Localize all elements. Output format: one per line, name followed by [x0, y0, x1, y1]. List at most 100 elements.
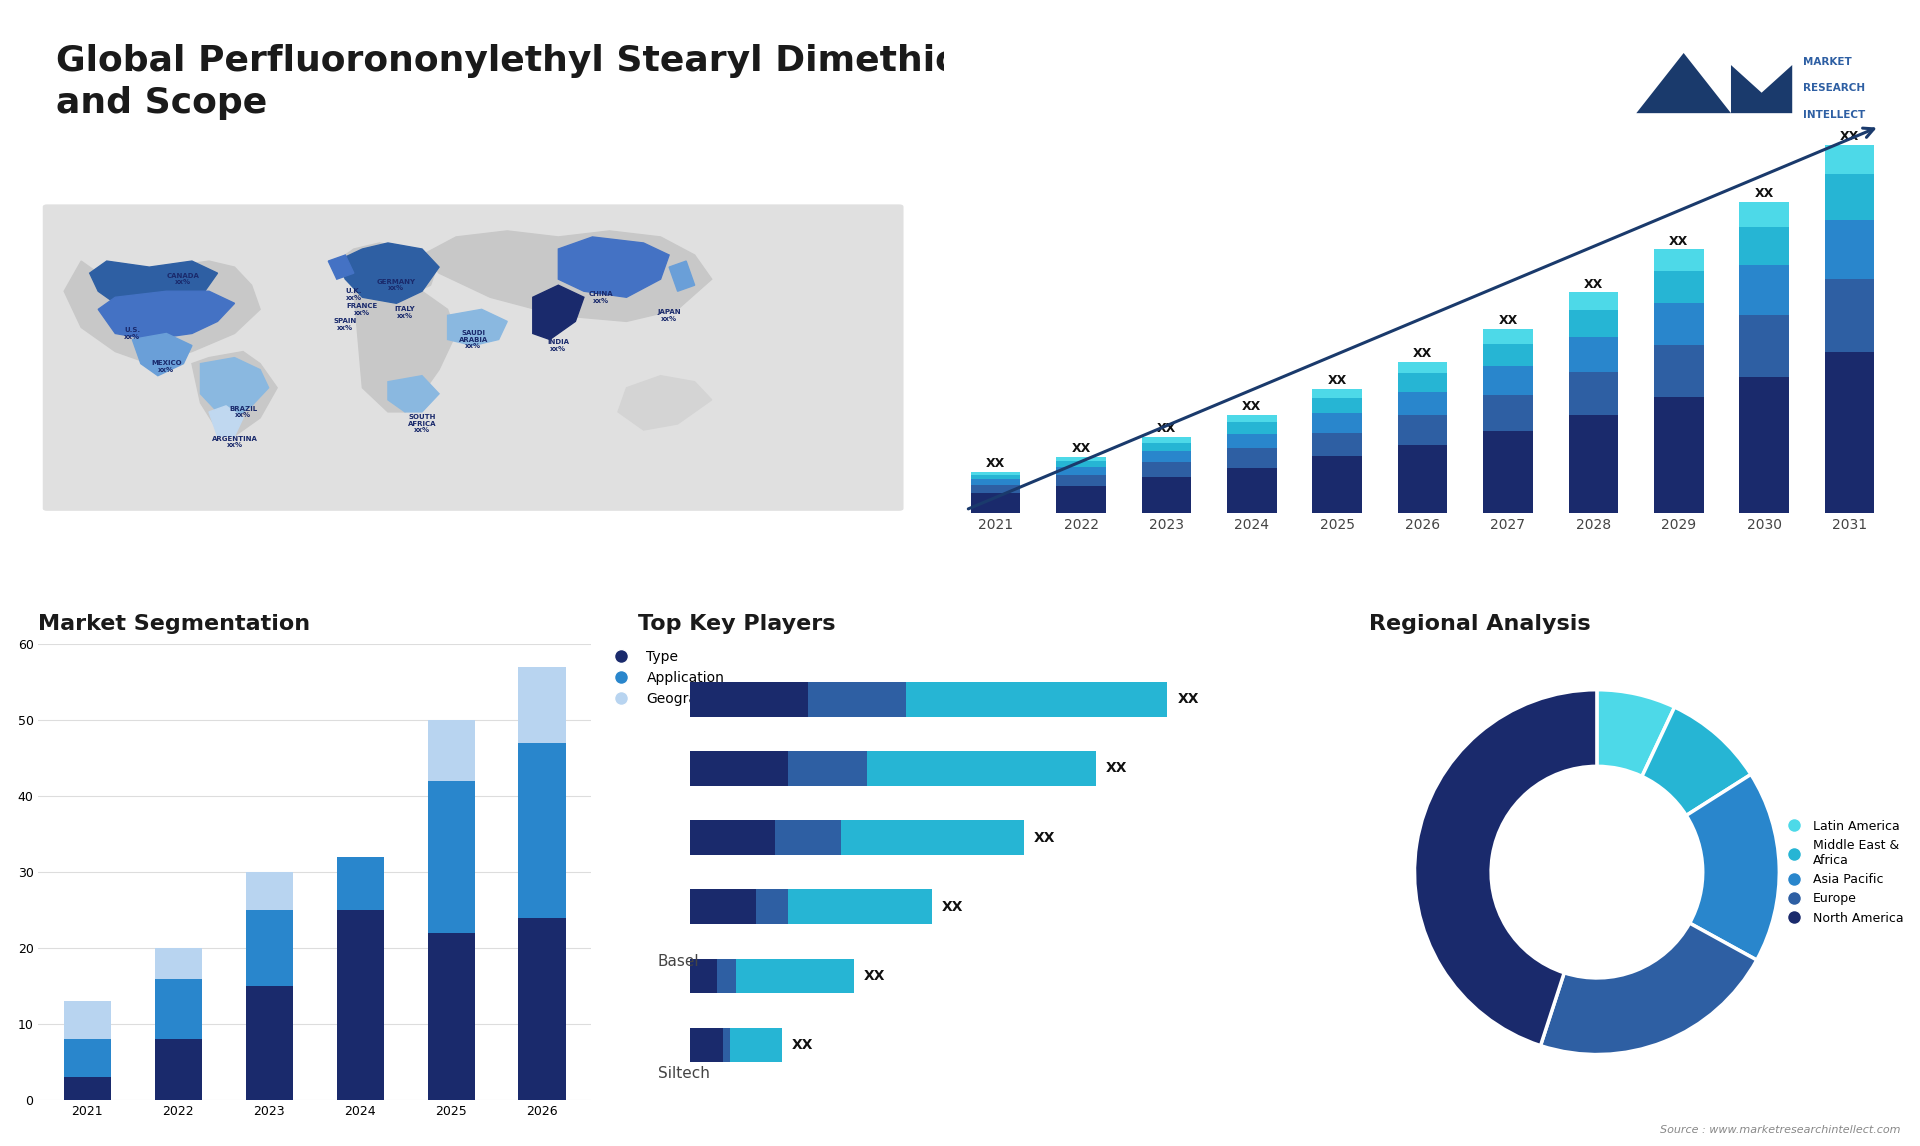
Bar [336, 857, 384, 910]
Text: RESEARCH: RESEARCH [1803, 84, 1866, 93]
Bar [246, 987, 294, 1100]
Bar [63, 1039, 111, 1077]
Polygon shape [618, 376, 712, 430]
Bar [63, 1002, 111, 1039]
Text: Market Segmentation: Market Segmentation [38, 614, 311, 634]
Text: CHINA
xx%: CHINA xx% [589, 291, 612, 304]
Bar [1740, 202, 1789, 227]
Text: XX: XX [1106, 761, 1127, 776]
Bar [691, 682, 808, 716]
Bar [428, 780, 474, 933]
Polygon shape [132, 333, 192, 376]
Bar [756, 889, 789, 924]
Polygon shape [192, 352, 276, 435]
Wedge shape [1415, 690, 1597, 1045]
Bar [691, 1028, 724, 1062]
Polygon shape [447, 309, 507, 346]
Bar [1824, 174, 1874, 220]
Bar [1653, 270, 1703, 303]
Wedge shape [1597, 690, 1674, 776]
Bar [1056, 461, 1106, 468]
Text: SOUTH
AFRICA
xx%: SOUTH AFRICA xx% [407, 415, 436, 433]
Bar [1056, 457, 1106, 461]
Legend: Type, Application, Geography: Type, Application, Geography [603, 644, 730, 712]
Wedge shape [1686, 775, 1780, 960]
Bar [1824, 220, 1874, 278]
Bar [154, 979, 202, 1039]
Bar [1569, 292, 1619, 311]
Bar [1824, 352, 1874, 513]
Bar [1313, 414, 1361, 432]
Bar [1569, 337, 1619, 372]
Bar [1740, 266, 1789, 315]
Text: MEXICO
xx%: MEXICO xx% [152, 360, 182, 372]
Bar [808, 682, 906, 716]
Bar [1227, 468, 1277, 513]
Bar [1569, 311, 1619, 337]
Bar [716, 958, 735, 994]
Bar [1398, 374, 1448, 392]
Bar [1569, 416, 1619, 513]
Legend: Latin America, Middle East &
Africa, Asia Pacific, Europe, North America: Latin America, Middle East & Africa, Asi… [1776, 815, 1908, 929]
Text: SAUDI
ARABIA
xx%: SAUDI ARABIA xx% [459, 330, 488, 350]
Polygon shape [1636, 53, 1791, 113]
Bar [972, 479, 1020, 485]
Text: BRAZIL
xx%: BRAZIL xx% [228, 406, 257, 418]
Text: XX: XX [1668, 235, 1688, 248]
Bar [735, 958, 854, 994]
Polygon shape [98, 291, 234, 339]
Text: XX: XX [864, 968, 885, 983]
Bar [1142, 452, 1190, 462]
Bar [154, 1039, 202, 1100]
Bar [1313, 456, 1361, 513]
FancyBboxPatch shape [42, 204, 904, 511]
Bar [1740, 377, 1789, 513]
Text: MARKET: MARKET [1803, 56, 1853, 66]
Bar [1484, 366, 1532, 395]
Text: FRANCE
xx%: FRANCE xx% [348, 303, 378, 315]
Bar [428, 933, 474, 1100]
Polygon shape [63, 261, 259, 363]
Bar [336, 910, 384, 1100]
Bar [1484, 344, 1532, 366]
Bar [1398, 416, 1448, 445]
Polygon shape [336, 243, 440, 297]
Bar [428, 720, 474, 780]
Bar [1142, 442, 1190, 452]
Bar [1398, 392, 1448, 416]
Bar [1824, 278, 1874, 352]
Bar [1142, 462, 1190, 477]
Bar [63, 1077, 111, 1100]
Bar [1313, 399, 1361, 414]
Bar [1227, 422, 1277, 433]
Bar [866, 752, 1096, 786]
Bar [691, 889, 756, 924]
Wedge shape [1540, 924, 1757, 1054]
Bar [1653, 250, 1703, 270]
Bar [1142, 437, 1190, 442]
Polygon shape [532, 285, 584, 339]
Bar [1653, 398, 1703, 513]
Text: XX: XX [1071, 442, 1091, 455]
Text: CANADA
xx%: CANADA xx% [167, 273, 200, 285]
Bar [972, 472, 1020, 476]
Bar [972, 476, 1020, 479]
Text: XX: XX [1755, 187, 1774, 199]
Polygon shape [90, 261, 217, 309]
Bar [1227, 433, 1277, 448]
Polygon shape [668, 261, 695, 291]
Text: XX: XX [943, 900, 964, 913]
Bar [1484, 431, 1532, 513]
Bar [1824, 144, 1874, 174]
Bar [1740, 227, 1789, 266]
Text: U.K.
xx%: U.K. xx% [346, 288, 363, 300]
Polygon shape [422, 230, 712, 321]
Bar [1398, 362, 1448, 374]
Text: U.S.
xx%: U.S. xx% [125, 328, 140, 339]
Polygon shape [200, 358, 269, 418]
Bar [246, 872, 294, 910]
Bar [1484, 395, 1532, 431]
Text: XX: XX [791, 1038, 814, 1052]
Bar [691, 752, 789, 786]
Text: XX: XX [1156, 422, 1177, 435]
